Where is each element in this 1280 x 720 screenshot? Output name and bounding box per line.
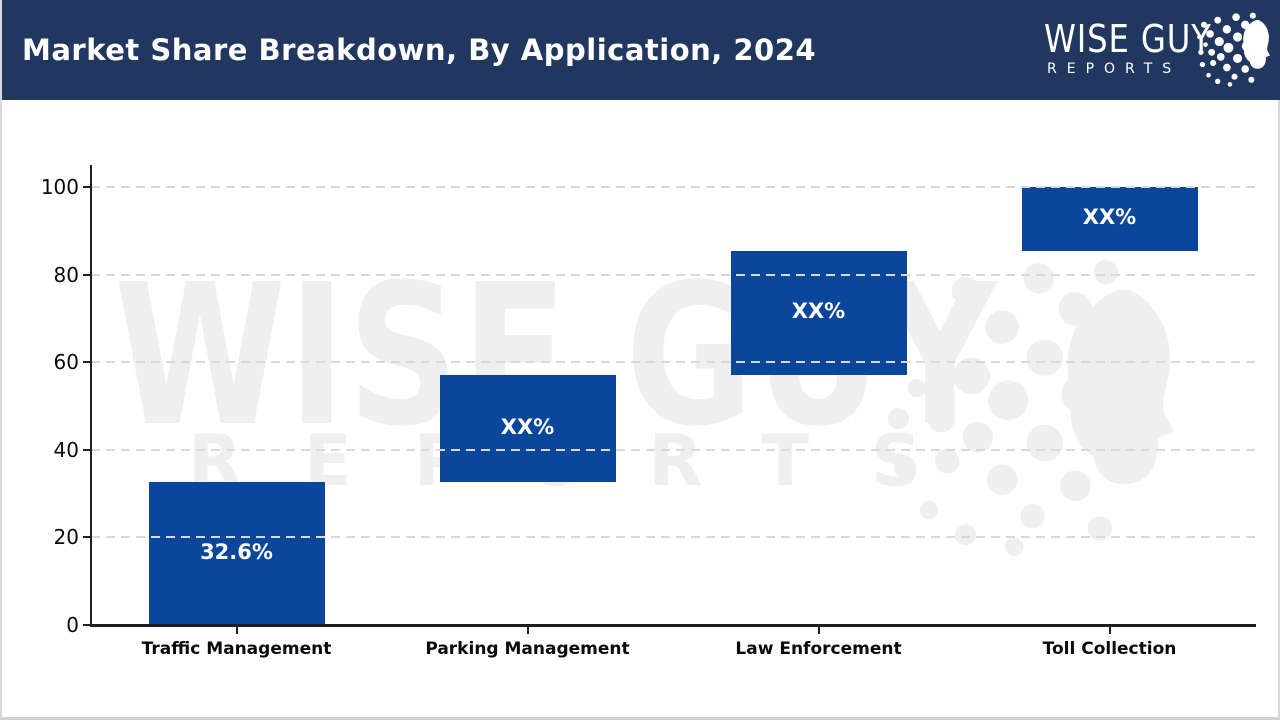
header-bar: Market Share Breakdown, By Application, …: [2, 0, 1280, 100]
x-axis-tick: [817, 626, 820, 634]
bar-segment: [730, 250, 907, 376]
y-axis-tick: [83, 273, 91, 276]
plot-area: WISE GUY REPORTS 02040608010032.6%Traffi…: [2, 100, 1280, 720]
logo-text: WISE GUY REPORTS: [1044, 20, 1241, 77]
bar-value-label: XX%: [1082, 204, 1137, 229]
bar-segment: [1021, 187, 1198, 251]
gridline: [91, 273, 1255, 276]
x-axis-label: Parking Management: [425, 639, 630, 659]
y-tick-label: 0: [66, 613, 79, 637]
bar-segment: [148, 482, 325, 625]
x-axis-label: Traffic Management: [141, 639, 332, 659]
y-tick-label: 80: [53, 262, 79, 287]
y-axis-tick: [83, 186, 91, 188]
watermark-dotface-icon: [883, 260, 1175, 556]
y-tick-label: 20: [53, 525, 79, 550]
bar-value-label: 32.6%: [200, 539, 273, 564]
wiseguy-logo: WISE GUY REPORTS: [1016, 6, 1271, 94]
x-axis-tick: [235, 626, 238, 634]
logo-wordmark: WISE GUY: [1044, 17, 1212, 61]
y-axis-tick: [83, 624, 91, 626]
y-axis-tick: [83, 448, 91, 451]
bar-segment: [439, 375, 616, 483]
y-axis-tick: [83, 361, 91, 364]
logo-dotface-icon: [1197, 12, 1271, 87]
x-axis-label: Law Enforcement: [735, 639, 902, 659]
gridline: [91, 361, 1255, 364]
gridline: [91, 536, 1255, 539]
x-axis-tick: [1108, 626, 1111, 634]
bar-value-label: XX%: [791, 298, 846, 323]
x-axis-label: Toll Collection: [1042, 639, 1177, 659]
y-tick-label: 60: [53, 350, 79, 375]
gridline: [91, 448, 1255, 451]
gridline: [91, 186, 1255, 188]
x-axis-spine: [90, 624, 1256, 627]
y-axis-spine: [90, 165, 92, 627]
y-axis-tick: [83, 536, 91, 539]
logo-subtitle: REPORTS: [1047, 61, 1182, 77]
page-title: Market Share Breakdown, By Application, …: [22, 33, 817, 67]
y-tick-label: 100: [40, 175, 79, 199]
y-tick-label: 40: [53, 437, 79, 462]
x-axis-tick: [526, 626, 529, 634]
bar-value-label: XX%: [500, 414, 555, 439]
